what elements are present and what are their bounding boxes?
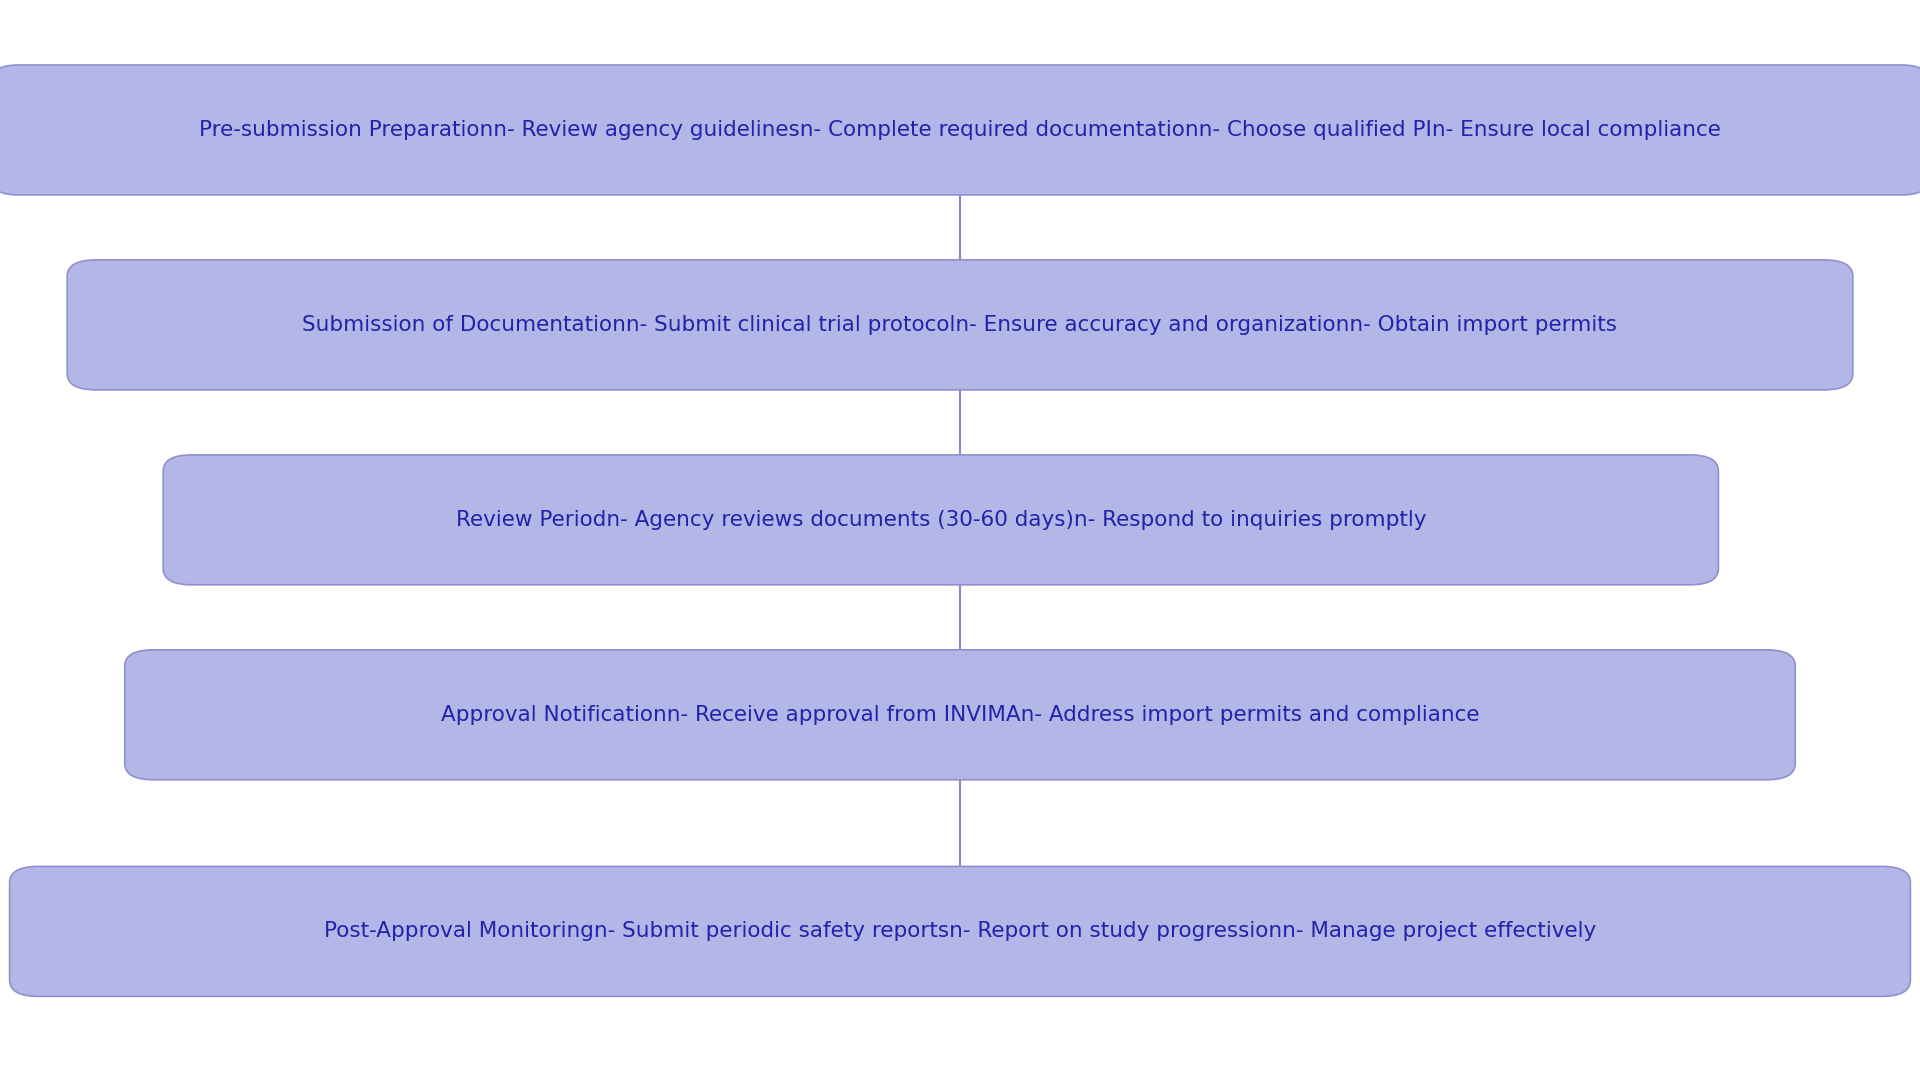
FancyBboxPatch shape bbox=[67, 260, 1853, 390]
Text: Approval Notificationn- Receive approval from INVIMAn- Address import permits an: Approval Notificationn- Receive approval… bbox=[442, 705, 1478, 725]
FancyBboxPatch shape bbox=[10, 866, 1910, 996]
Text: Review Periodn- Agency reviews documents (30-60 days)n- Respond to inquiries pro: Review Periodn- Agency reviews documents… bbox=[455, 510, 1427, 530]
Text: Pre-submission Preparationn- Review agency guidelinesn- Complete required docume: Pre-submission Preparationn- Review agen… bbox=[200, 120, 1720, 140]
Text: Post-Approval Monitoringn- Submit periodic safety reportsn- Report on study prog: Post-Approval Monitoringn- Submit period… bbox=[324, 922, 1596, 941]
FancyBboxPatch shape bbox=[125, 650, 1795, 780]
Text: Submission of Documentationn- Submit clinical trial protocoln- Ensure accuracy a: Submission of Documentationn- Submit cli… bbox=[303, 315, 1617, 335]
FancyBboxPatch shape bbox=[0, 65, 1920, 195]
FancyBboxPatch shape bbox=[163, 455, 1718, 585]
